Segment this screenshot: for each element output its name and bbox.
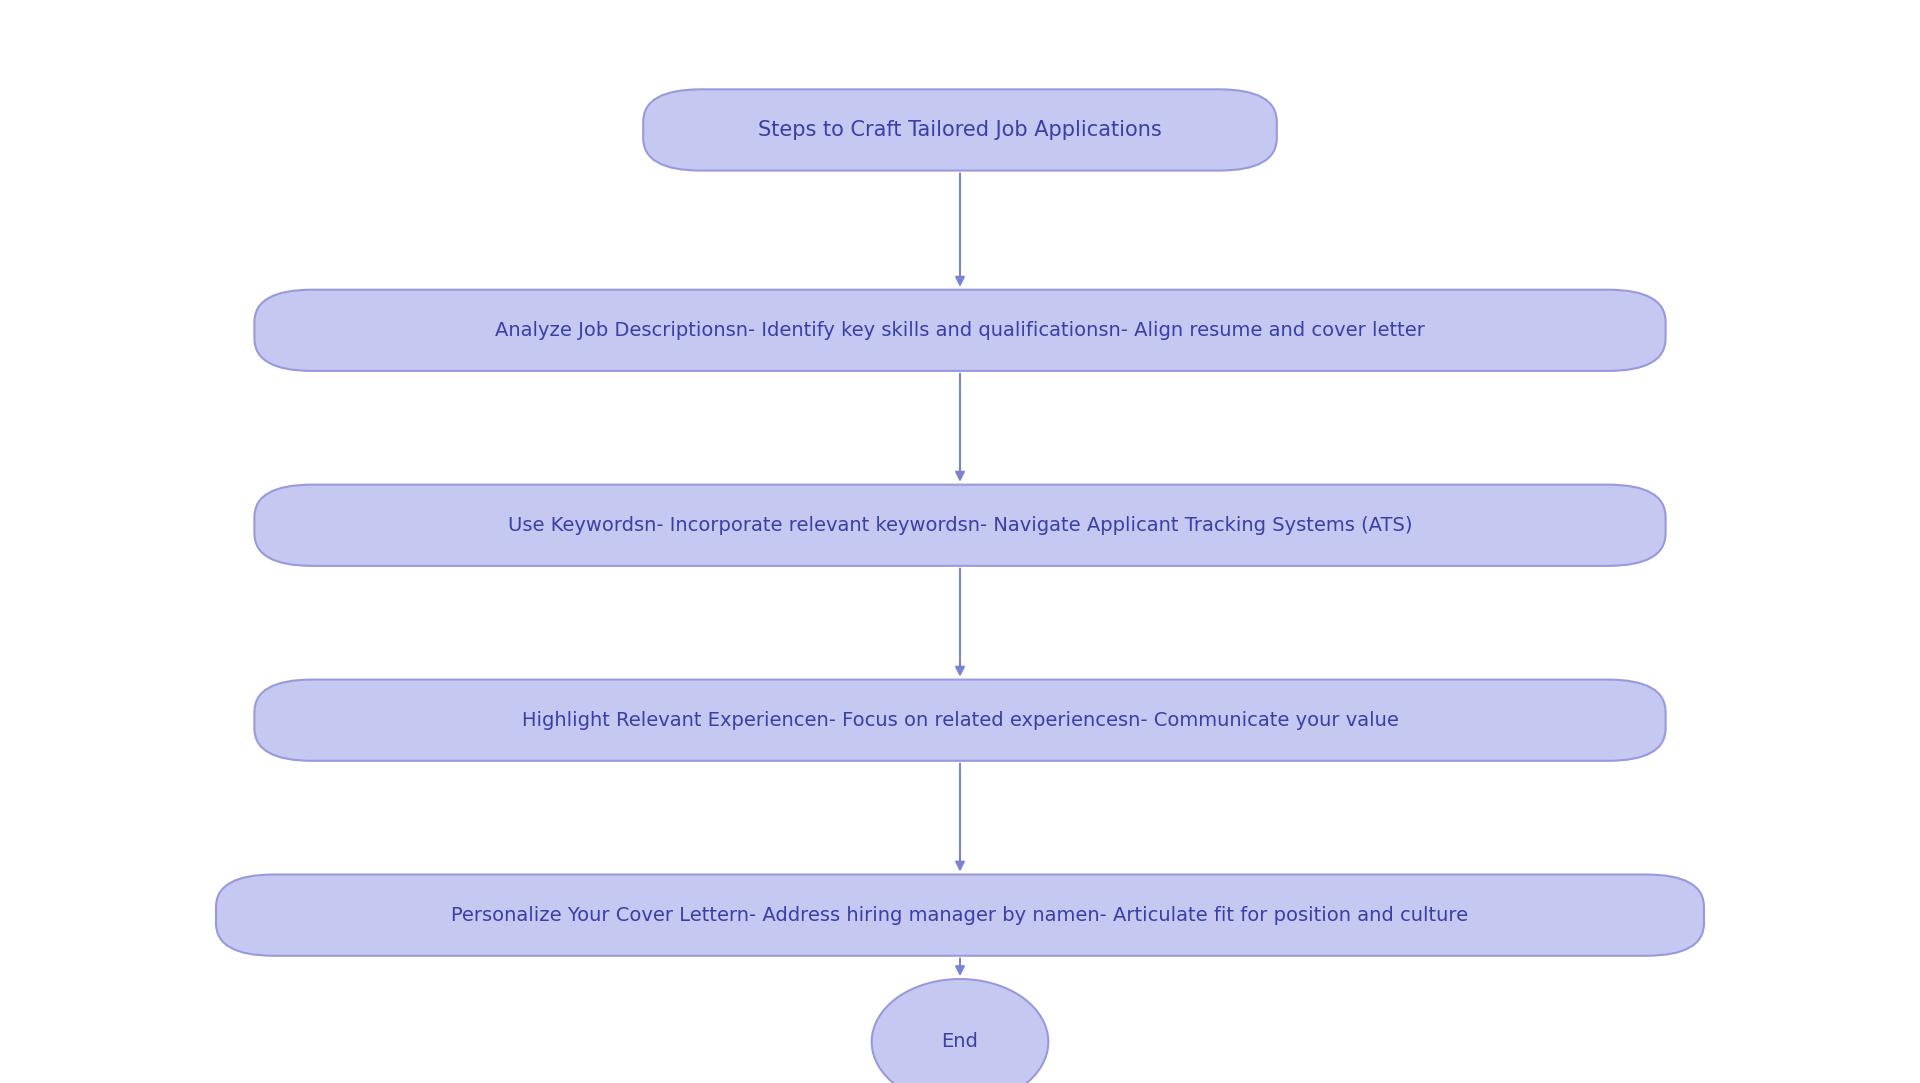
Ellipse shape [872, 979, 1048, 1083]
Text: Use Keywordsn- Incorporate relevant keywordsn- Navigate Applicant Tracking Syste: Use Keywordsn- Incorporate relevant keyw… [507, 516, 1413, 535]
Text: Steps to Craft Tailored Job Applications: Steps to Craft Tailored Job Applications [758, 120, 1162, 140]
Text: Highlight Relevant Experiencen- Focus on related experiencesn- Communicate your : Highlight Relevant Experiencen- Focus on… [522, 710, 1398, 730]
FancyBboxPatch shape [643, 90, 1277, 170]
FancyBboxPatch shape [253, 290, 1665, 370]
FancyBboxPatch shape [215, 875, 1705, 956]
FancyBboxPatch shape [253, 680, 1665, 760]
Text: End: End [941, 1032, 979, 1052]
Text: Analyze Job Descriptionsn- Identify key skills and qualificationsn- Align resume: Analyze Job Descriptionsn- Identify key … [495, 321, 1425, 340]
Text: Personalize Your Cover Lettern- Address hiring manager by namen- Articulate fit : Personalize Your Cover Lettern- Address … [451, 905, 1469, 925]
FancyBboxPatch shape [253, 485, 1665, 565]
